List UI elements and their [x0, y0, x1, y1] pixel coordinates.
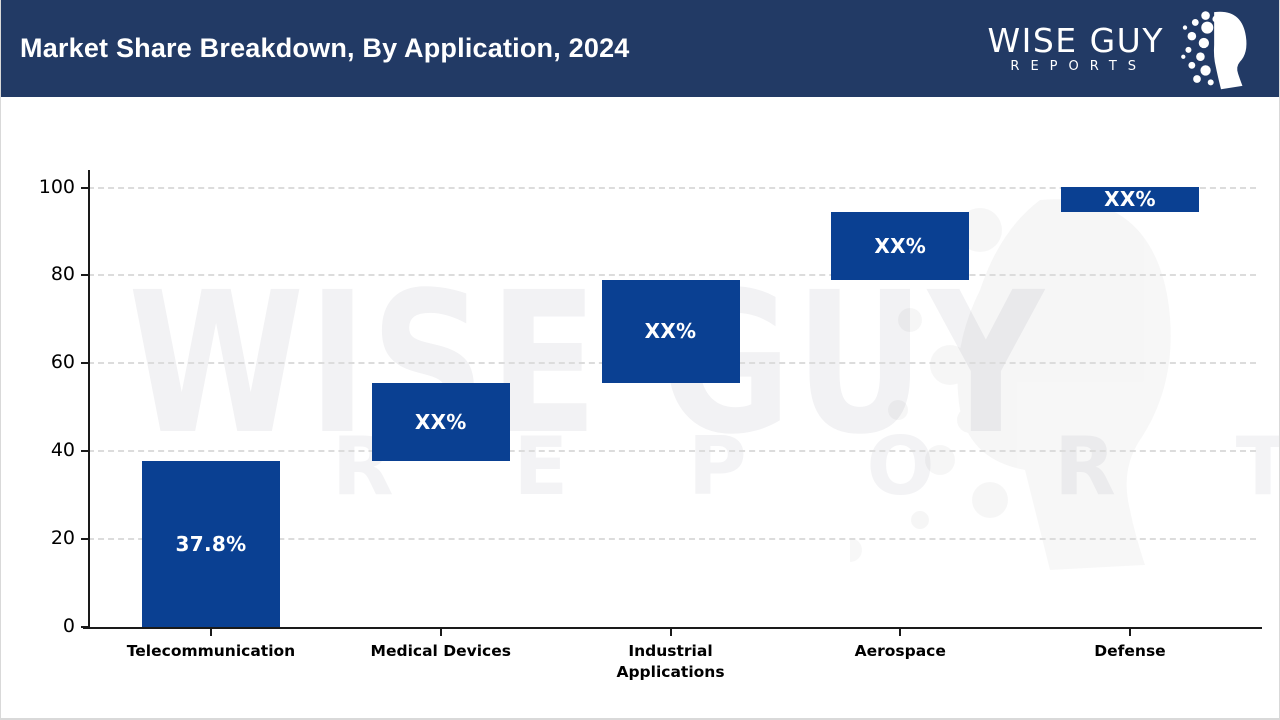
x-tick-label-industrial-applications: Industrial Applications [616, 642, 725, 681]
bar-segment-aerospace: XX% [831, 211, 970, 280]
gridline-y-100 [88, 186, 1256, 189]
header-bar: Market Share Breakdown, By Application, … [0, 0, 1280, 97]
x-tick-label-defense: Defense [1094, 642, 1166, 660]
x-tick-label-telecommunication: Telecommunication [126, 642, 296, 660]
logo-wordmark: WISE GUY REPORTS [987, 24, 1164, 74]
y-tick-mark [81, 538, 88, 541]
y-tick-label: 40 [50, 439, 75, 462]
bar-value-label: 37.8% [175, 531, 247, 556]
x-tick-mark [899, 629, 902, 636]
logo-face-icon [1181, 10, 1247, 89]
x-tick-mark [1129, 629, 1131, 636]
bar-segment-industrial-applications: XX% [601, 279, 740, 384]
bar-segment-medical-devices: XX% [371, 383, 510, 461]
y-tick-label: 0 [62, 615, 75, 637]
bar-value-label: XX% [414, 410, 467, 434]
bar-segment-defense: XX% [1061, 186, 1199, 212]
page-title: Market Share Breakdown, By Application, … [20, 33, 630, 63]
y-tick-mark [81, 362, 88, 365]
y-tick-label: 20 [50, 527, 75, 550]
bar-value-label: XX% [1104, 187, 1156, 212]
gridline-y-20 [88, 538, 1256, 541]
y-tick-label: 80 [50, 263, 75, 286]
y-tick-label: 100 [38, 175, 75, 198]
y-tick-mark [81, 274, 88, 277]
y-tick-label: 60 [50, 351, 75, 374]
x-tick-mark [669, 629, 672, 636]
x-tick-mark [210, 629, 212, 636]
x-tick-mark [439, 629, 442, 636]
waterfall-chart: 0 20 40 60 80 100 37.8% Telecommunication XX% Med… [0, 97, 1280, 720]
bar-value-label: XX% [874, 233, 927, 258]
bar-segment-telecommunication: 37.8% [142, 460, 280, 627]
y-tick-mark [81, 450, 88, 453]
y-axis-spine [88, 170, 90, 629]
y-tick-mark [81, 186, 88, 189]
x-axis-spine [83, 627, 1262, 629]
x-tick-label-medical-devices: Medical Devices [370, 642, 511, 660]
bar-value-label: XX% [644, 319, 697, 344]
gridline-y-80 [88, 274, 1256, 277]
logo-wordmark-line1: WISE GUY [987, 20, 1164, 60]
x-tick-label-aerospace: Aerospace [854, 642, 946, 660]
wise-guy-logo: WISE GUY REPORTS [987, 7, 1252, 91]
gridline-y-40 [88, 450, 1256, 453]
logo-wordmark-line2: REPORTS [1010, 58, 1148, 74]
